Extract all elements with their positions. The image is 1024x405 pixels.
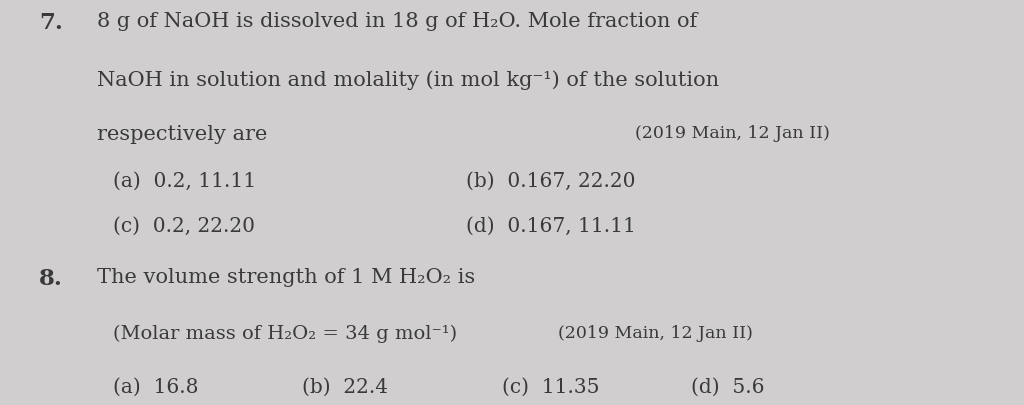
- Text: 8.: 8.: [39, 267, 62, 289]
- Text: (a)  16.8: (a) 16.8: [113, 377, 198, 396]
- Text: NaOH in solution and molality (in mol kg⁻¹) of the solution: NaOH in solution and molality (in mol kg…: [97, 70, 720, 90]
- Text: (d)  0.167, 11.11: (d) 0.167, 11.11: [466, 217, 636, 235]
- Text: (2019 Main, 12 Jan II): (2019 Main, 12 Jan II): [635, 125, 829, 142]
- Text: (a)  0.2, 11.11: (a) 0.2, 11.11: [113, 171, 256, 190]
- Text: (c)  11.35: (c) 11.35: [502, 377, 599, 396]
- Text: 8 g of NaOH is dissolved in 18 g of H₂O. Mole fraction of: 8 g of NaOH is dissolved in 18 g of H₂O.…: [97, 13, 697, 32]
- Text: (Molar mass of H₂O₂ = 34 g mol⁻¹): (Molar mass of H₂O₂ = 34 g mol⁻¹): [113, 324, 457, 342]
- Text: (c)  0.2, 22.20: (c) 0.2, 22.20: [113, 217, 255, 235]
- Text: (b)  0.167, 22.20: (b) 0.167, 22.20: [466, 171, 636, 190]
- Text: 7.: 7.: [39, 13, 62, 34]
- Text: respectively are: respectively are: [97, 125, 267, 143]
- Text: The volume strength of 1 M H₂O₂ is: The volume strength of 1 M H₂O₂ is: [97, 267, 475, 286]
- Text: (d)  5.6: (d) 5.6: [691, 377, 765, 396]
- Text: (b)  22.4: (b) 22.4: [302, 377, 388, 396]
- Text: (2019 Main, 12 Jan II): (2019 Main, 12 Jan II): [558, 324, 753, 341]
